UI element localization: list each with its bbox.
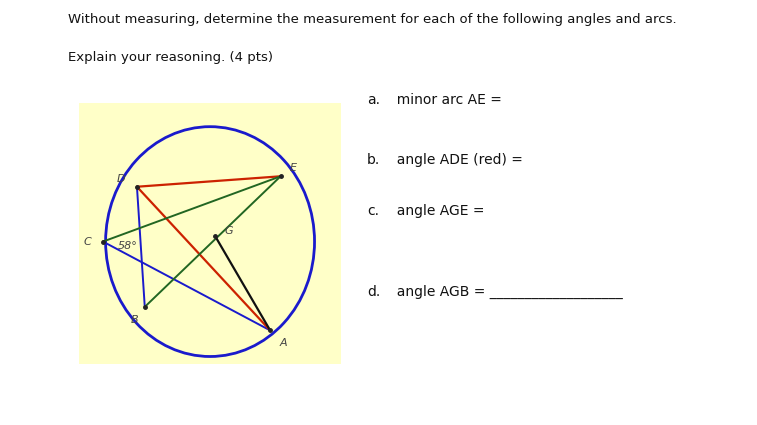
Text: C: C (83, 237, 91, 246)
Text: E: E (290, 164, 298, 173)
Text: angle ADE (red) =: angle ADE (red) = (388, 153, 523, 167)
Text: D: D (117, 174, 126, 184)
Text: G: G (224, 226, 232, 236)
Text: Explain your reasoning. (4 pts): Explain your reasoning. (4 pts) (68, 51, 273, 64)
Text: b.: b. (367, 153, 381, 167)
Text: A: A (279, 338, 287, 348)
Text: angle AGE =: angle AGE = (388, 204, 484, 218)
Text: angle AGB = ___________________: angle AGB = ___________________ (388, 285, 623, 299)
Text: minor arc AE =: minor arc AE = (388, 94, 502, 108)
Text: B: B (130, 315, 138, 325)
Text: c.: c. (367, 204, 379, 218)
Text: 58°: 58° (117, 241, 137, 250)
Text: a.: a. (367, 94, 380, 108)
Text: Without measuring, determine the measurement for each of the following angles an: Without measuring, determine the measure… (68, 13, 677, 26)
Text: d.: d. (367, 285, 381, 299)
